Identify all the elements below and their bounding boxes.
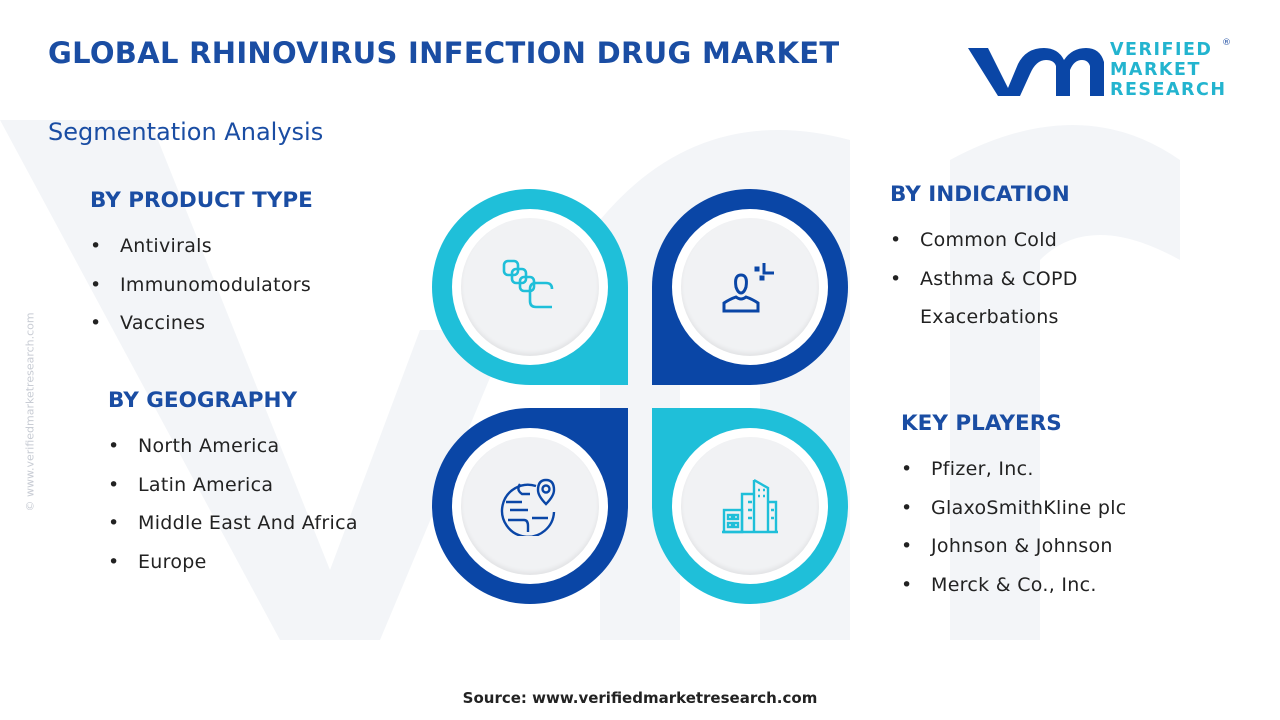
list-item: Asthma & COPD	[890, 260, 1078, 299]
capsules-icon	[502, 259, 554, 309]
drop-geography	[432, 408, 628, 604]
source-text: Source: www.verifiedmarketresearch.com	[462, 689, 818, 707]
page-title: GLOBAL RHINOVIRUS INFECTION DRUG MARKET	[48, 36, 840, 70]
list-item: Antivirals	[90, 227, 313, 266]
side-watermark: © www.verifiedmarketresearch.com	[23, 312, 37, 512]
list-item: Europe	[108, 543, 358, 582]
segment-product-type: BY PRODUCT TYPE Antivirals Immunomodulat…	[90, 188, 313, 343]
list-item: North America	[108, 427, 358, 466]
segment-heading: BY PRODUCT TYPE	[90, 188, 313, 213]
logo-line-2: MARKET	[1110, 60, 1201, 80]
segment-indication: BY INDICATION Common Cold Asthma & COPD …	[890, 182, 1078, 337]
segment-heading: KEY PLAYERS	[901, 411, 1062, 436]
buildings-icon	[722, 478, 778, 534]
list-item: Common Cold	[890, 221, 1078, 260]
drop-key-players	[652, 408, 848, 604]
segment-geography: BY GEOGRAPHY North America Latin America…	[108, 388, 358, 581]
segment-heading: BY INDICATION	[890, 182, 1070, 207]
person-icon	[722, 263, 774, 313]
segment-key-players: KEY PLAYERS Pfizer, Inc. GlaxoSmithKline…	[901, 411, 1127, 604]
list-item: Vaccines	[90, 304, 313, 343]
registered-mark: ®	[1222, 38, 1231, 48]
list-item: Merck & Co., Inc.	[901, 566, 1127, 605]
logo-line-1: VERIFIED	[1110, 40, 1213, 60]
drop-indication	[652, 189, 848, 385]
list-item: Immunomodulators	[90, 266, 313, 305]
list-item: Latin America	[108, 466, 358, 505]
list-item: GlaxoSmithKline plc	[901, 489, 1127, 528]
globe-location-icon	[500, 478, 556, 536]
list-item: Johnson & Johnson	[901, 527, 1127, 566]
logo-line-3: RESEARCH	[1110, 80, 1227, 100]
logo-text: VERIFIED MARKET RESEARCH	[1110, 40, 1227, 100]
list-item: Exacerbations	[920, 306, 1059, 328]
list-item: Middle East And Africa	[108, 504, 358, 543]
drop-product-type	[432, 189, 628, 385]
segment-heading: BY GEOGRAPHY	[108, 388, 298, 413]
page-subtitle: Segmentation Analysis	[48, 118, 324, 146]
list-item: Pfizer, Inc.	[901, 450, 1127, 489]
vmr-logo-icon	[968, 48, 1104, 96]
